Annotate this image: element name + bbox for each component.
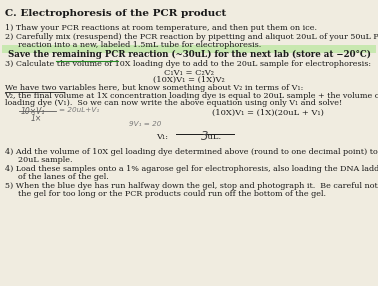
Text: 2) Carefully mix (resuspend) the PCR reaction by pipetting and aliquot 20uL of y: 2) Carefully mix (resuspend) the PCR rea… [5, 33, 378, 41]
Text: loading dye (V₁).  So we can now write the above equation using only V₁ and solv: loading dye (V₁). So we can now write th… [5, 99, 342, 107]
Text: of the lanes of the gel.: of the lanes of the gel. [18, 173, 109, 181]
Text: (10X)V₁ = (1X)V₂: (10X)V₁ = (1X)V₂ [153, 76, 225, 84]
Text: 9V₁ = 20: 9V₁ = 20 [129, 121, 161, 127]
Text: = 20uL+V₁: = 20uL+V₁ [59, 107, 99, 113]
Text: We have two variables here, but know something about V₂ in terms of V₁:: We have two variables here, but know som… [5, 84, 303, 92]
Text: 1) Thaw your PCR reactions at room temperature, and then put them on ice.: 1) Thaw your PCR reactions at room tempe… [5, 24, 316, 32]
Text: C. Electrophoresis of the PCR product: C. Electrophoresis of the PCR product [5, 9, 226, 17]
FancyBboxPatch shape [2, 45, 376, 53]
Text: 3: 3 [201, 130, 209, 142]
Text: V₁:               uL.: V₁: uL. [156, 133, 222, 141]
Text: reaction into a new, labeled 1.5mL tube for electrophoresis.: reaction into a new, labeled 1.5mL tube … [18, 41, 262, 49]
Text: 10×V₁: 10×V₁ [21, 107, 45, 116]
Text: 3) Calculate the volume of 10X loading dye to add to the 20uL sample for electro: 3) Calculate the volume of 10X loading d… [5, 60, 371, 68]
Text: 4) Add the volume of 10X gel loading dye determined above (round to one decimal : 4) Add the volume of 10X gel loading dye… [5, 148, 378, 156]
Text: 1×: 1× [31, 114, 42, 122]
Text: Save the remaining PCR reaction (~30uL) for the next lab (store at −20°C): Save the remaining PCR reaction (~30uL) … [8, 50, 370, 59]
Text: C₁V₁ = C₂V₂: C₁V₁ = C₂V₂ [164, 69, 214, 77]
Text: 5) When the blue dye has run halfway down the gel, stop and photograph it.  Be c: 5) When the blue dye has run halfway dow… [5, 182, 378, 190]
Text: 4) Load these samples onto a 1% agarose gel for electrophoresis, also loading th: 4) Load these samples onto a 1% agarose … [5, 165, 378, 173]
Text: the gel for too long or the PCR products could run off the bottom of the gel.: the gel for too long or the PCR products… [18, 190, 326, 198]
Text: (10X)V₁ = (1X)(20uL + V₁): (10X)V₁ = (1X)(20uL + V₁) [212, 109, 324, 117]
Text: V₂, the final volume at 1X concentration loading dye is equal to 20uL sample + t: V₂, the final volume at 1X concentration… [5, 92, 378, 100]
Text: 20uL sample.: 20uL sample. [18, 156, 73, 164]
